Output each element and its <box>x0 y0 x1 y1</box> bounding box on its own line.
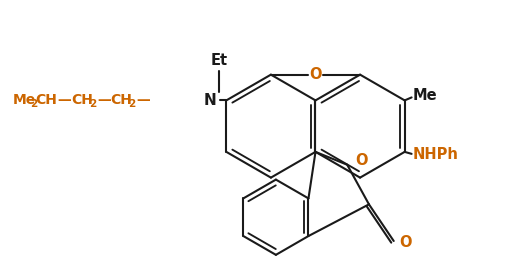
Text: 2: 2 <box>129 99 135 109</box>
Text: 2: 2 <box>89 99 96 109</box>
Text: O: O <box>355 153 367 168</box>
Text: —: — <box>132 93 156 107</box>
Text: Me: Me <box>413 88 437 103</box>
Text: CH: CH <box>36 93 57 107</box>
Text: —: — <box>53 93 77 107</box>
Text: NHPh: NHPh <box>413 147 458 162</box>
Text: CH: CH <box>110 93 132 107</box>
Text: O: O <box>309 67 322 82</box>
Text: —: — <box>93 93 116 107</box>
Text: Me: Me <box>13 93 36 107</box>
Text: CH: CH <box>71 93 93 107</box>
Text: N: N <box>204 93 217 108</box>
Text: Et: Et <box>211 53 228 68</box>
Text: O: O <box>400 235 412 251</box>
Text: 2: 2 <box>30 99 38 109</box>
